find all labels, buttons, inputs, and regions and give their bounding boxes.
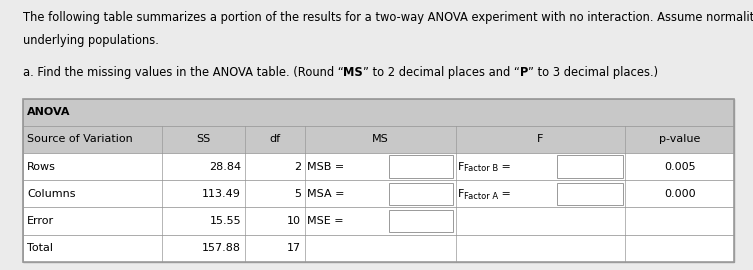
Text: Total: Total: [27, 243, 53, 253]
Text: 17: 17: [287, 243, 301, 253]
Text: 28.84: 28.84: [209, 162, 241, 172]
Text: 157.88: 157.88: [202, 243, 241, 253]
Text: Error: Error: [27, 216, 54, 226]
Text: =: =: [498, 189, 511, 199]
Text: 0.005: 0.005: [664, 162, 695, 172]
Text: =: =: [498, 162, 511, 172]
Text: Factor A: Factor A: [464, 191, 498, 201]
Text: MS: MS: [372, 134, 389, 144]
Text: MSA =: MSA =: [307, 189, 345, 199]
Text: Columns: Columns: [27, 189, 75, 199]
Text: ” to 3 decimal places.): ” to 3 decimal places.): [529, 66, 658, 79]
Text: underlying populations.: underlying populations.: [23, 34, 158, 47]
Text: 2: 2: [294, 162, 301, 172]
Text: ” to 2 decimal places and “: ” to 2 decimal places and “: [363, 66, 520, 79]
Text: ANOVA: ANOVA: [27, 107, 71, 117]
Text: Source of Variation: Source of Variation: [27, 134, 133, 144]
Text: F: F: [458, 189, 464, 199]
Text: P: P: [520, 66, 529, 79]
Text: p-value: p-value: [659, 134, 700, 144]
Text: F: F: [537, 134, 544, 144]
Text: Factor B: Factor B: [464, 164, 498, 173]
Text: 15.55: 15.55: [209, 216, 241, 226]
Text: MSB =: MSB =: [307, 162, 344, 172]
Text: Factor A: Factor A: [464, 191, 498, 201]
Text: df: df: [270, 134, 280, 144]
Text: MS: MS: [343, 66, 363, 79]
Text: F: F: [458, 162, 464, 172]
Text: 10: 10: [287, 216, 301, 226]
Text: Rows: Rows: [27, 162, 56, 172]
Text: 0.000: 0.000: [664, 189, 695, 199]
Text: MSE =: MSE =: [307, 216, 344, 226]
Text: SS: SS: [197, 134, 210, 144]
Text: 113.49: 113.49: [202, 189, 241, 199]
Text: 5: 5: [294, 189, 301, 199]
Text: a. Find the missing values in the ANOVA table. (Round “: a. Find the missing values in the ANOVA …: [23, 66, 343, 79]
Text: The following table summarizes a portion of the results for a two-way ANOVA expe: The following table summarizes a portion…: [23, 11, 753, 24]
Text: Factor B: Factor B: [464, 164, 498, 173]
